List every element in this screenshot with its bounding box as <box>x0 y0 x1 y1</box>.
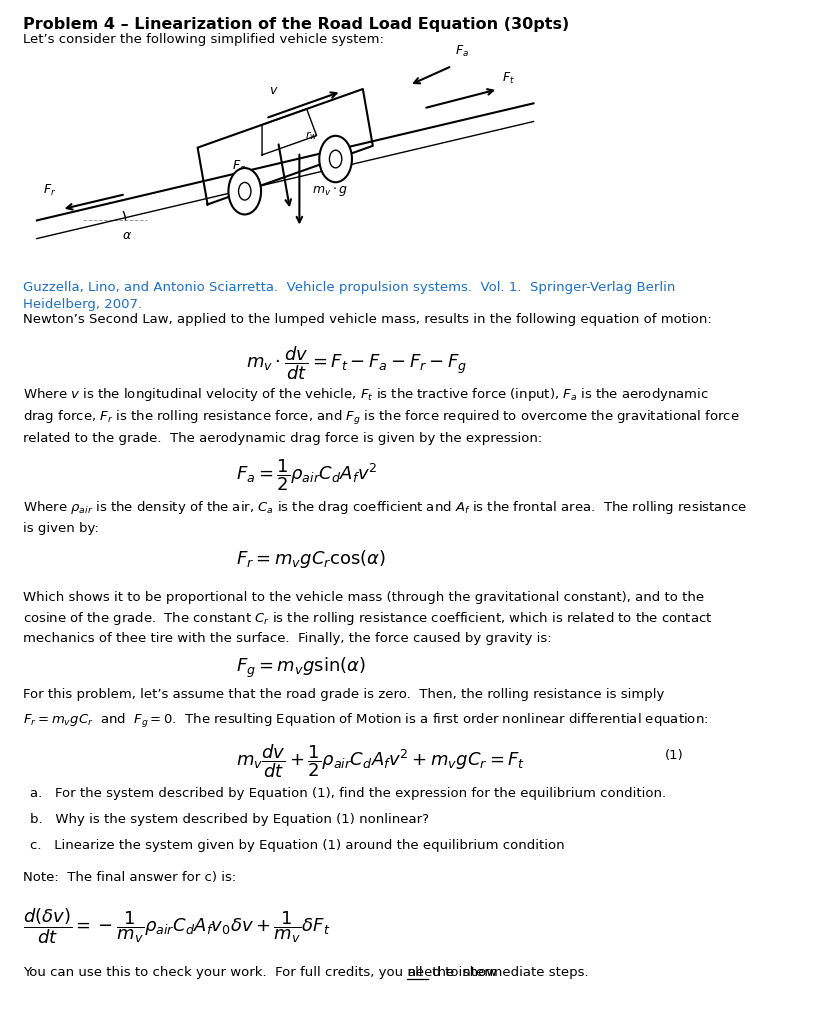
Text: $m_v \cdot g$: $m_v \cdot g$ <box>312 184 348 198</box>
Text: $v$: $v$ <box>269 84 278 97</box>
Text: Which shows it to be proportional to the vehicle mass (through the gravitational: Which shows it to be proportional to the… <box>23 590 711 644</box>
Text: Note:  The final answer for c) is:: Note: The final answer for c) is: <box>23 870 236 884</box>
Text: $m_v \dfrac{dv}{dt} + \dfrac{1}{2}\rho_{air}C_d A_f v^2 + m_v g C_r = F_t$: $m_v \dfrac{dv}{dt} + \dfrac{1}{2}\rho_{… <box>235 741 524 779</box>
Text: all: all <box>407 966 423 979</box>
Text: Where $\rho_{air}$ is the density of the air, $C_a$ is the drag coefficient and : Where $\rho_{air}$ is the density of the… <box>23 498 746 516</box>
Text: Guzzella, Lino, and Antonio Sciarretta.  Vehicle propulsion systems.  Vol. 1.  S: Guzzella, Lino, and Antonio Sciarretta. … <box>23 281 674 311</box>
Text: is given by:: is given by: <box>23 522 98 535</box>
Text: (1): (1) <box>664 748 683 761</box>
Text: $F_a$: $F_a$ <box>455 43 469 59</box>
Text: For this problem, let’s assume that the road grade is zero.  Then, the rolling r: For this problem, let’s assume that the … <box>23 687 663 700</box>
Text: Newton’s Second Law, applied to the lumped vehicle mass, results in the followin: Newton’s Second Law, applied to the lump… <box>23 313 711 326</box>
Text: b.   Why is the system described by Equation (1) nonlinear?: b. Why is the system described by Equati… <box>29 812 428 825</box>
Circle shape <box>238 183 251 201</box>
Text: $\alpha$: $\alpha$ <box>122 229 132 243</box>
Text: $F_r = m_v g C_r \cos(\alpha)$: $F_r = m_v g C_r \cos(\alpha)$ <box>235 548 385 570</box>
Text: $F_g = m_v g \sin(\alpha)$: $F_g = m_v g \sin(\alpha)$ <box>235 655 365 679</box>
Text: $r_w$: $r_w$ <box>305 129 318 142</box>
Text: the intermediate steps.: the intermediate steps. <box>428 966 588 979</box>
Circle shape <box>319 136 351 183</box>
Text: $\dfrac{d(\delta v)}{dt} = -\dfrac{1}{m_v}\rho_{air}C_d A_f v_0 \delta v + \dfra: $\dfrac{d(\delta v)}{dt} = -\dfrac{1}{m_… <box>23 906 329 945</box>
Text: Where $v$ is the longitudinal velocity of the vehicle, $F_t$ is the tractive for: Where $v$ is the longitudinal velocity o… <box>23 385 739 445</box>
Text: You can use this to check your work.  For full credits, you need to show: You can use this to check your work. For… <box>23 966 500 979</box>
Text: Problem 4 – Linearization of the Road Load Equation (30pts): Problem 4 – Linearization of the Road Lo… <box>23 16 568 31</box>
Text: $F_r = m_v g C_r$  and  $F_g = 0$.  The resulting Equation of Motion is a first : $F_r = m_v g C_r$ and $F_g = 0$. The res… <box>23 711 707 729</box>
Text: $F_g$: $F_g$ <box>232 158 246 175</box>
Text: a.   For the system described by Equation (1), find the expression for the equil: a. For the system described by Equation … <box>29 786 665 799</box>
Text: Let’s consider the following simplified vehicle system:: Let’s consider the following simplified … <box>23 32 383 45</box>
Text: $F_a = \dfrac{1}{2}\rho_{air}C_d A_f v^2$: $F_a = \dfrac{1}{2}\rho_{air}C_d A_f v^2… <box>235 457 376 492</box>
Text: $F_t$: $F_t$ <box>501 71 514 86</box>
Circle shape <box>229 169 260 215</box>
Text: $m_v \cdot \dfrac{dv}{dt} = F_t - F_a - F_r - F_g$: $m_v \cdot \dfrac{dv}{dt} = F_t - F_a - … <box>245 344 466 382</box>
Text: $F_r$: $F_r$ <box>43 183 56 198</box>
Text: c.   Linearize the system given by Equation (1) around the equilibrium condition: c. Linearize the system given by Equatio… <box>29 838 563 851</box>
Circle shape <box>329 151 342 169</box>
